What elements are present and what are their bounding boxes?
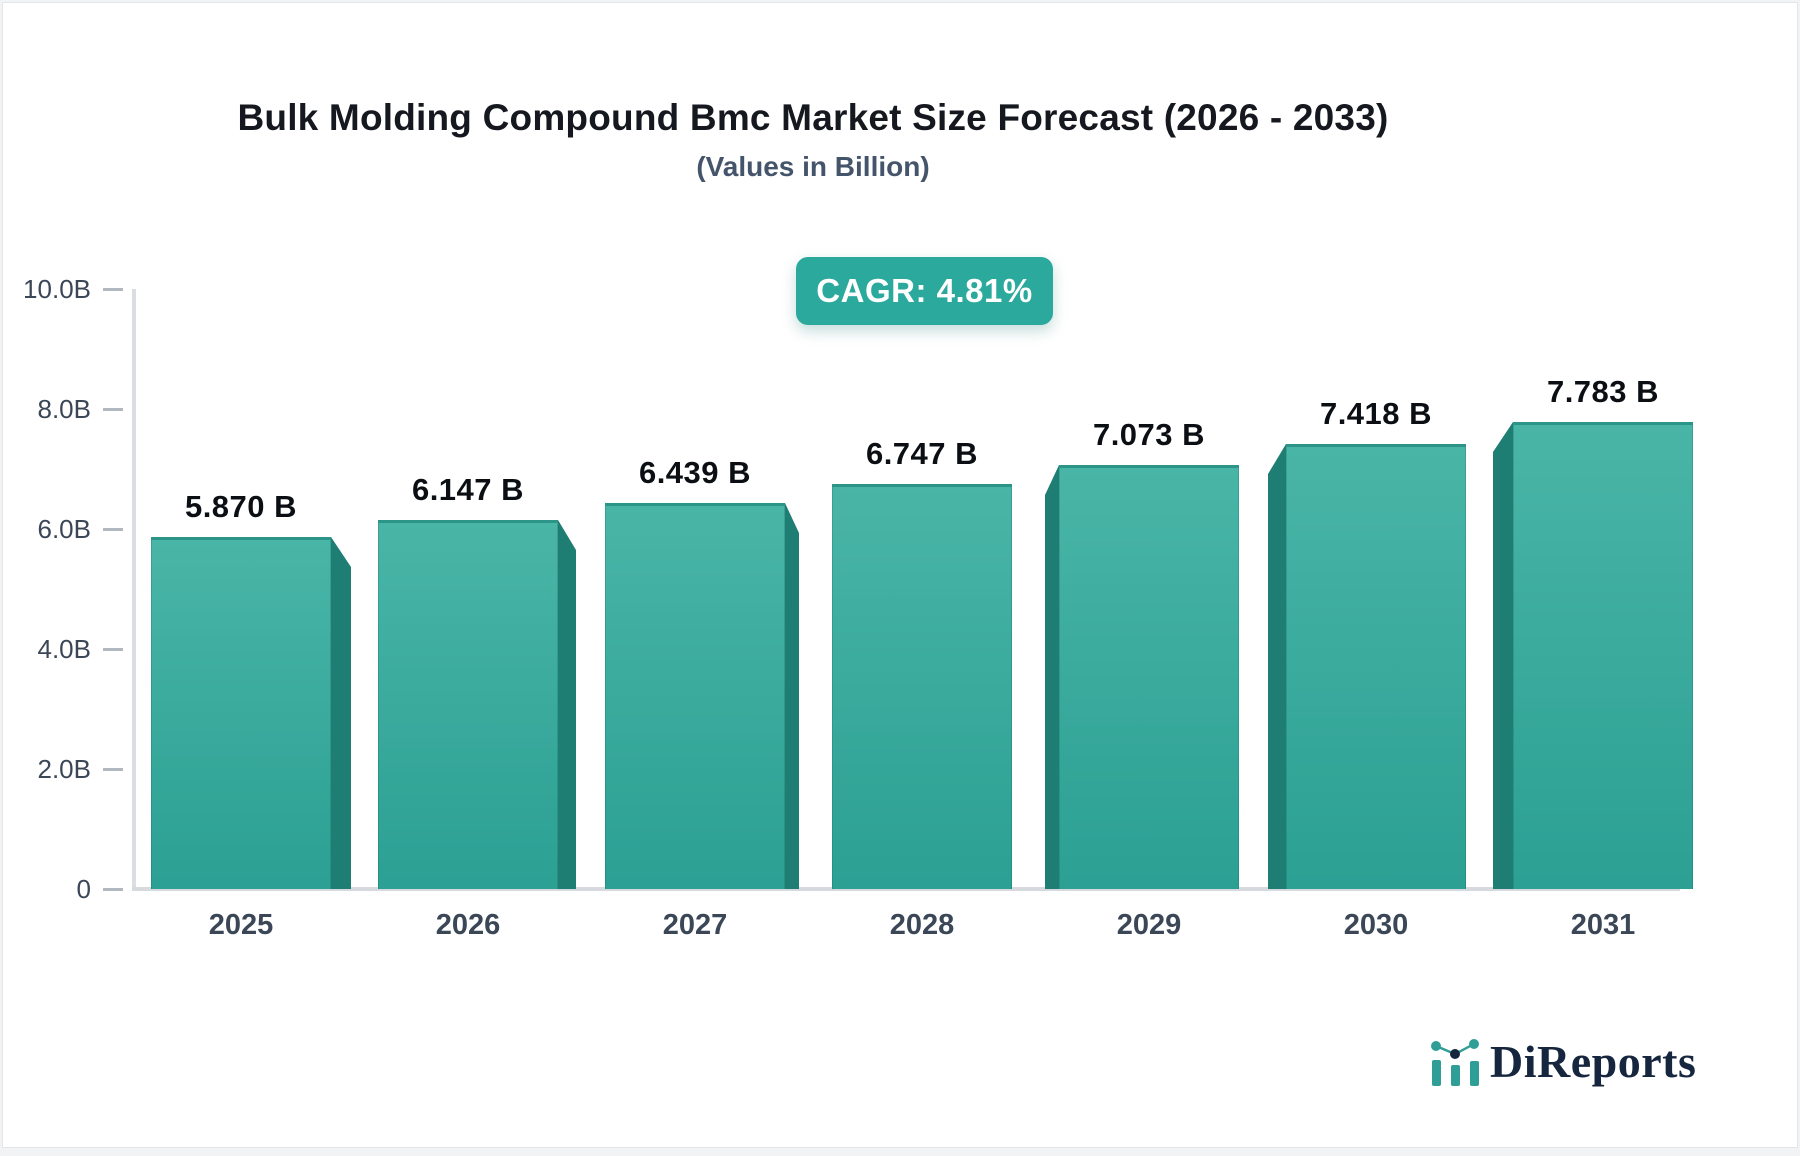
chart-subtitle: (Values in Billion) bbox=[696, 151, 930, 182]
bar-2026-side-face bbox=[558, 520, 576, 889]
bar-2028 bbox=[832, 484, 1012, 889]
bar-2027 bbox=[605, 503, 785, 889]
brand-logo-text: DiReports bbox=[1490, 1036, 1697, 1087]
bar-chart-plot: 10.0B 8.0B 6.0B 4.0B 2.0B 0 5.870 B 2025 6.147 B… bbox=[3, 3, 1797, 1147]
y-tick-label-0: 0 bbox=[76, 874, 91, 904]
bar-2025-side-face bbox=[331, 537, 351, 889]
y-tick-mark bbox=[103, 768, 123, 771]
bar-2031-side-face bbox=[1493, 422, 1513, 889]
x-axis-label-2031: 2031 bbox=[1570, 909, 1636, 941]
bar-value-label-2030: 7.418 B bbox=[1319, 396, 1433, 431]
x-axis-label-2028: 2028 bbox=[889, 909, 955, 941]
y-tick-label-8.0B: 8.0B bbox=[37, 394, 92, 424]
bar-value-label-2029: 7.073 B bbox=[1092, 417, 1206, 452]
bar-2030 bbox=[1286, 444, 1466, 889]
y-tick-mark bbox=[103, 528, 123, 531]
y-tick-mark bbox=[103, 888, 123, 891]
x-axis-baseline bbox=[132, 887, 1680, 891]
y-axis-line bbox=[132, 289, 136, 890]
y-tick-mark bbox=[103, 408, 123, 411]
bar-2027-side-face bbox=[785, 503, 799, 889]
y-tick-mark bbox=[103, 288, 123, 291]
bar-2025 bbox=[151, 537, 331, 889]
x-axis-label-2026: 2026 bbox=[435, 909, 501, 941]
x-axis-label-2025: 2025 bbox=[208, 909, 274, 941]
x-axis-label-2030: 2030 bbox=[1343, 909, 1409, 941]
y-tick-mark bbox=[103, 648, 123, 651]
x-axis-label-2027: 2027 bbox=[662, 909, 728, 941]
y-tick-label-6.0B: 6.0B bbox=[37, 514, 92, 544]
bar-value-label-2028: 6.747 B bbox=[865, 436, 979, 471]
chart-title: Bulk Molding Compound Bmc Market Size Fo… bbox=[237, 97, 1389, 138]
bar-2031 bbox=[1513, 422, 1693, 889]
y-tick-label-10.0B: 10.0B bbox=[23, 274, 91, 304]
bar-value-label-2026: 6.147 B bbox=[411, 472, 525, 507]
brand-logo: DiReports bbox=[1431, 1035, 1696, 1088]
bar-value-label-2031: 7.783 B bbox=[1546, 374, 1660, 409]
bar-2029 bbox=[1059, 465, 1239, 889]
x-axis-label-2029: 2029 bbox=[1116, 909, 1182, 941]
bar-value-label-2027: 6.439 B bbox=[638, 455, 752, 490]
y-tick-label-4.0B: 4.0B bbox=[37, 634, 92, 664]
bar-2030-side-face bbox=[1268, 444, 1286, 889]
bar-value-label-2025: 5.870 B bbox=[184, 489, 298, 524]
bar-2026 bbox=[378, 520, 558, 889]
brand-logo-icon bbox=[1431, 1038, 1479, 1086]
y-tick-label-2.0B: 2.0B bbox=[37, 754, 92, 784]
cagr-badge: CAGR: 4.81% bbox=[796, 257, 1053, 325]
bar-2029-side-face bbox=[1045, 465, 1059, 889]
